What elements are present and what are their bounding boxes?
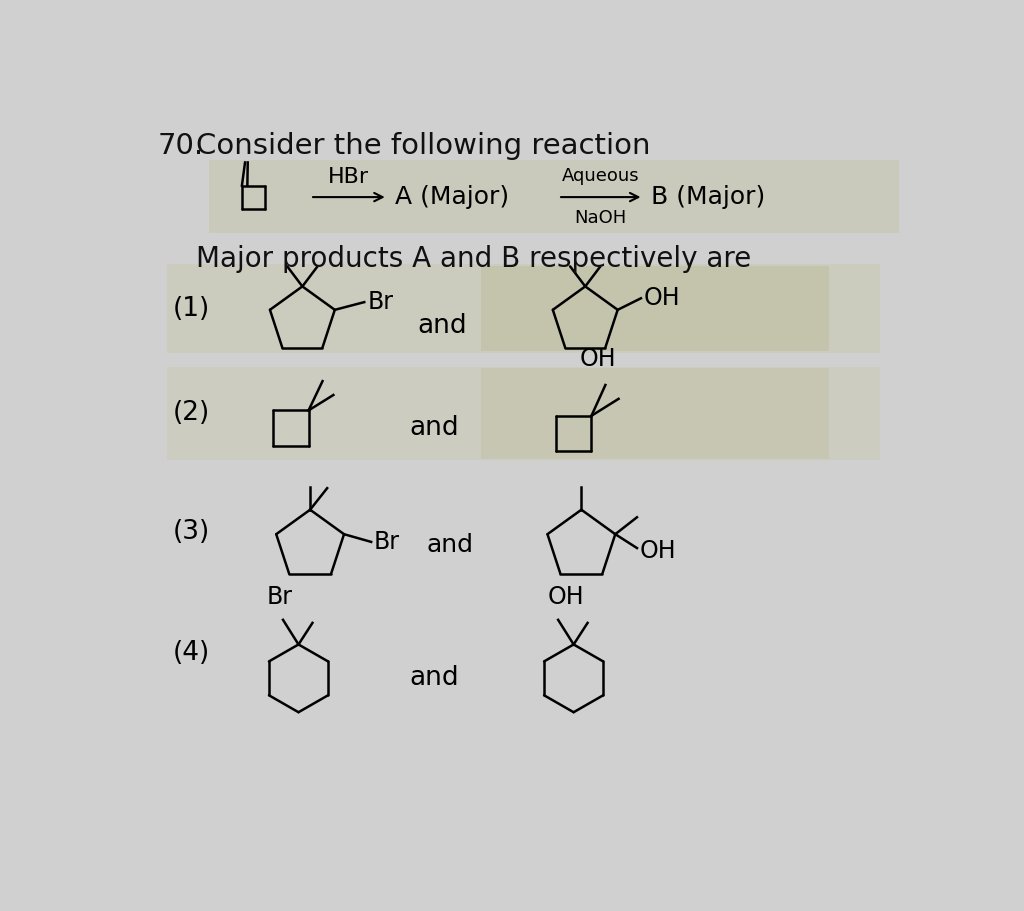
Text: (1): (1) [173, 296, 210, 322]
Text: Br: Br [374, 530, 399, 554]
Text: 70.: 70. [158, 132, 204, 159]
Text: Aqueous: Aqueous [562, 167, 640, 185]
Text: HBr: HBr [329, 167, 370, 187]
Text: Br: Br [267, 585, 293, 609]
Bar [480, 368, 829, 459]
Text: OH: OH [580, 347, 616, 371]
Text: OH: OH [644, 286, 681, 311]
Text: Major products A and B respectively are: Major products A and B respectively are [197, 245, 752, 272]
Text: NaOH: NaOH [574, 210, 627, 228]
Bar [480, 266, 829, 351]
Text: Consider the following reaction: Consider the following reaction [197, 132, 650, 159]
Text: and: and [410, 415, 459, 441]
Text: and: and [417, 312, 467, 339]
Text: A (Major): A (Major) [395, 185, 510, 210]
Bar [209, 160, 899, 233]
Bar [167, 264, 880, 353]
Text: Br: Br [368, 290, 393, 314]
Text: and: and [410, 665, 459, 691]
Text: B (Major): B (Major) [651, 185, 765, 210]
Text: (3): (3) [173, 519, 210, 545]
Text: OH: OH [548, 585, 584, 609]
Text: and: and [426, 533, 473, 558]
Text: (4): (4) [173, 640, 210, 666]
Text: OH: OH [640, 539, 677, 563]
Text: (2): (2) [173, 401, 210, 426]
Bar [167, 366, 880, 460]
